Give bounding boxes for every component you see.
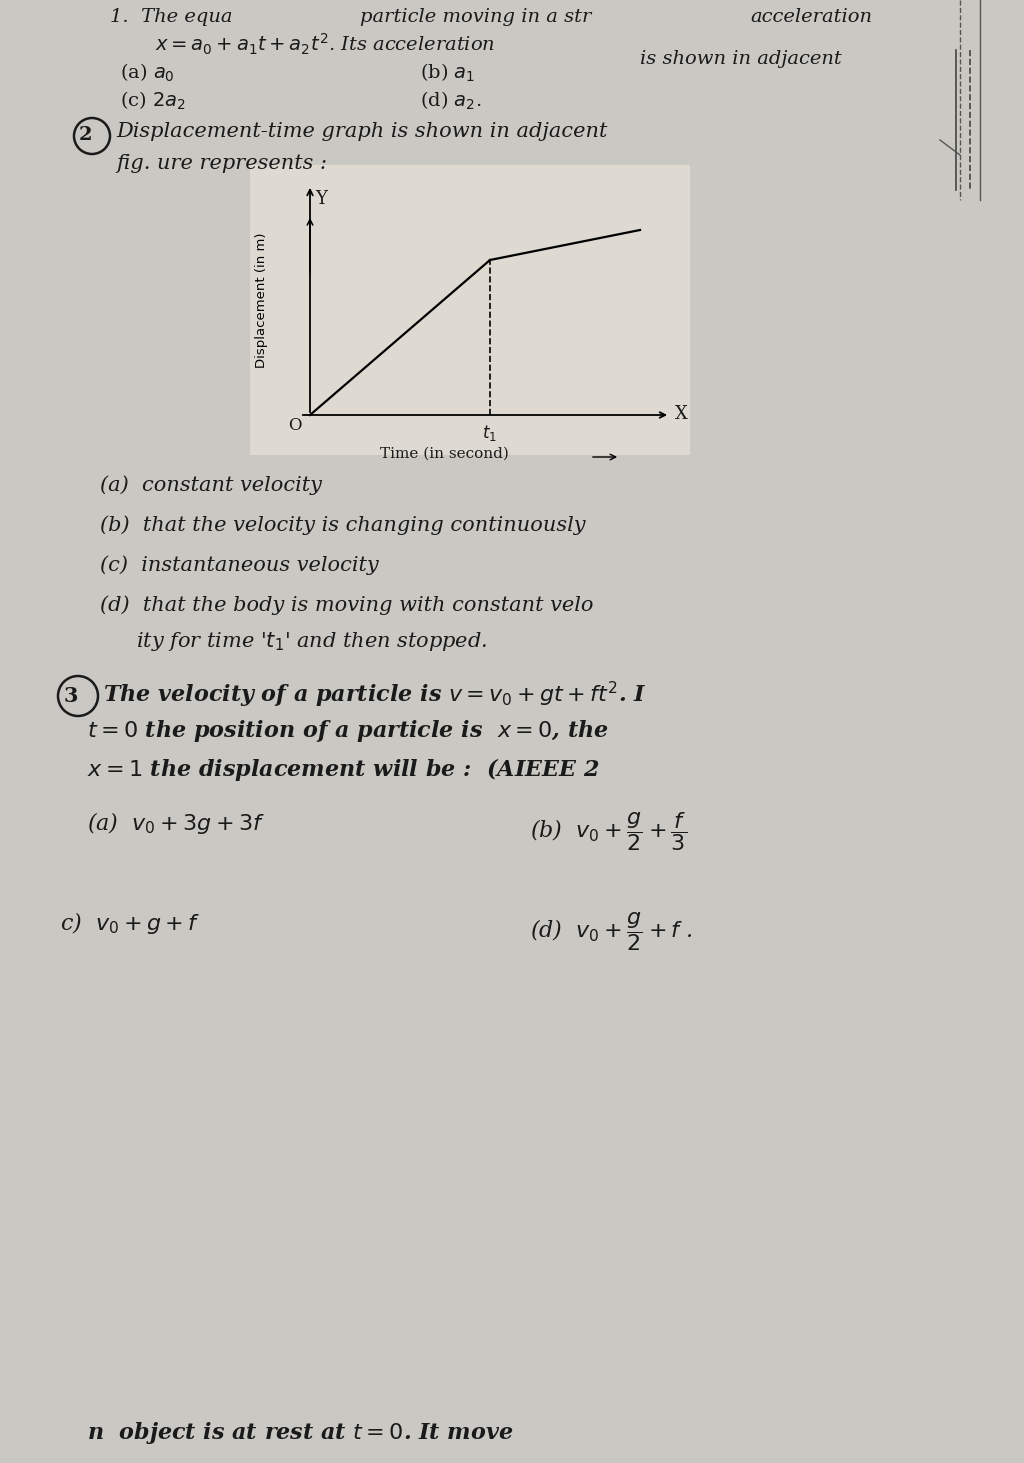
Text: ity for time '$t_1$' and then stopped.: ity for time '$t_1$' and then stopped. <box>136 631 487 652</box>
Text: (d)  that the body is moving with constant velo: (d) that the body is moving with constan… <box>100 595 594 614</box>
Text: (b)  that the velocity is changing continuously: (b) that the velocity is changing contin… <box>100 515 586 534</box>
Text: Displacement-time graph is shown in adjacent: Displacement-time graph is shown in adja… <box>116 121 607 140</box>
Text: $t = 0$ the position of a particle is  $x = 0$, the: $t = 0$ the position of a particle is $x… <box>87 718 609 745</box>
Text: fig. ure represents :: fig. ure represents : <box>116 154 327 173</box>
Text: (b)  $v_0 + \dfrac{g}{2} + \dfrac{f}{3}$: (b) $v_0 + \dfrac{g}{2} + \dfrac{f}{3}$ <box>530 811 687 853</box>
Text: (c)  instantaneous velocity: (c) instantaneous velocity <box>100 554 379 575</box>
Text: (b) $\it{a_1}$: (b) $\it{a_1}$ <box>420 61 475 85</box>
Text: particle moving in a str: particle moving in a str <box>360 7 592 26</box>
Text: Y: Y <box>315 190 327 208</box>
Text: (c) $2a_2$: (c) $2a_2$ <box>120 91 186 113</box>
Text: 2: 2 <box>78 126 92 143</box>
Text: (a) $\it{a_0}$: (a) $\it{a_0}$ <box>120 61 175 85</box>
Text: Displacement (in m): Displacement (in m) <box>256 233 268 367</box>
Text: Time (in second): Time (in second) <box>380 448 509 461</box>
Text: X: X <box>675 405 688 423</box>
Text: (a)  $v_0 + 3g + 3f$: (a) $v_0 + 3g + 3f$ <box>87 811 265 835</box>
Text: (d)  $v_0 + \dfrac{g}{2} + f$ .: (d) $v_0 + \dfrac{g}{2} + f$ . <box>530 910 693 952</box>
Bar <box>250 165 690 455</box>
Text: $x = a_0 + a_1t + a_2t^2$. Its acceleration: $x = a_0 + a_1t + a_2t^2$. Its accelerat… <box>155 32 496 57</box>
Text: acceleration: acceleration <box>750 7 872 26</box>
Text: O: O <box>288 417 301 435</box>
Text: c)  $v_0 + g + f$: c) $v_0 + g + f$ <box>60 910 201 936</box>
Text: 1.  The equa: 1. The equa <box>110 7 232 26</box>
Text: is shown in adjacent: is shown in adjacent <box>640 50 842 67</box>
Text: $x = 1$ the displacement will be :  (AIEEE 2: $x = 1$ the displacement will be : (AIEE… <box>87 756 600 783</box>
Text: $t_1$: $t_1$ <box>482 423 497 443</box>
Text: n  object is at rest at $t = 0$. It move: n object is at rest at $t = 0$. It move <box>87 1421 513 1445</box>
Text: 3: 3 <box>63 686 78 707</box>
Text: (d) $a_2$.: (d) $a_2$. <box>420 91 481 113</box>
Text: The velocity of a particle is $v = v_0 + gt + ft^2$. I: The velocity of a particle is $v = v_0 +… <box>103 680 647 710</box>
Text: (a)  constant velocity: (a) constant velocity <box>100 475 322 494</box>
